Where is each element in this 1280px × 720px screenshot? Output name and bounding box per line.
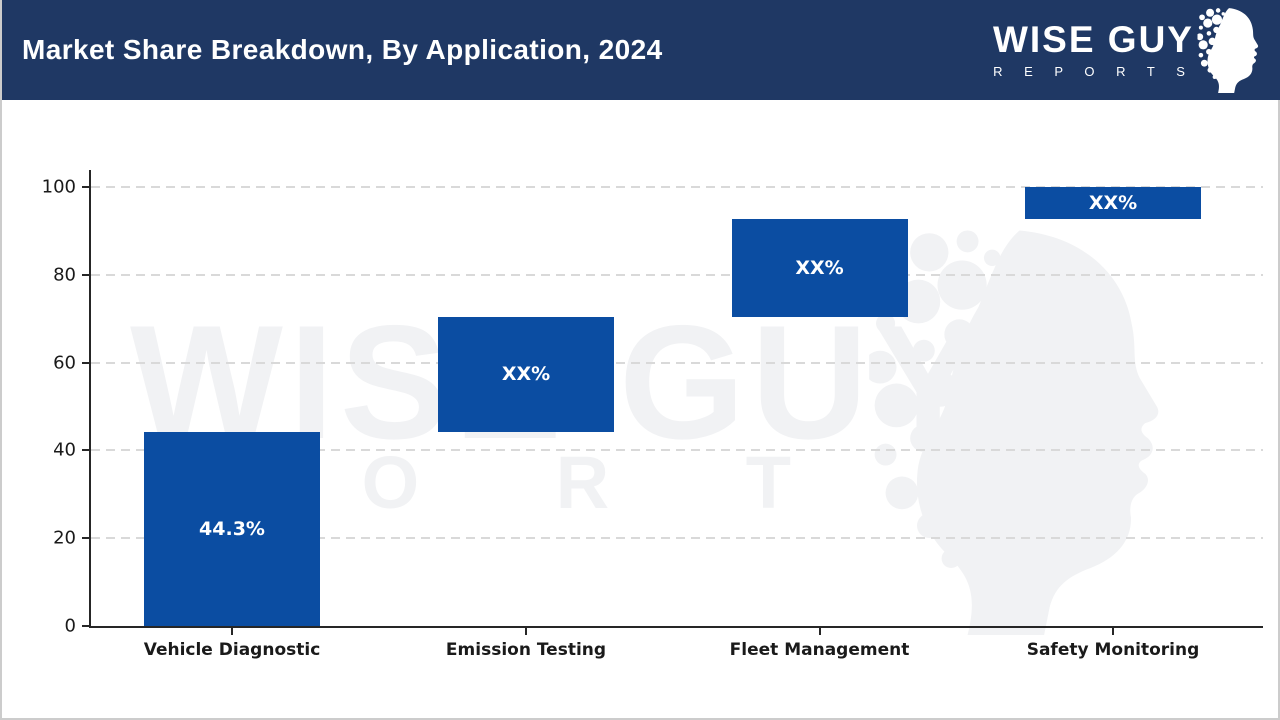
- y-tick-label: 20: [53, 527, 76, 549]
- gridline-y40: [91, 449, 1263, 452]
- category-label: Emission Testing: [445, 640, 607, 660]
- y-tick-mark: [82, 361, 89, 364]
- bar-value-label: XX%: [1088, 192, 1138, 215]
- y-tick-label: 80: [53, 264, 76, 286]
- category-label: Fleet Management: [729, 640, 910, 660]
- x-tick-mark: [525, 628, 527, 635]
- brand-logo: WISE GUY R E P O R T S: [993, 7, 1268, 93]
- bar-segment-1: [144, 431, 320, 626]
- gridline-y100: [91, 186, 1263, 188]
- gridline-y80: [91, 273, 1263, 276]
- y-axis-line: [89, 170, 91, 628]
- head-profile-icon: [1190, 7, 1268, 93]
- logo-wordmark: WISE GUY R E P O R T S: [993, 21, 1194, 79]
- gridline-y60: [91, 361, 1263, 364]
- y-tick-mark: [82, 625, 89, 627]
- logo-wordmark-sub: R E P O R T S: [993, 64, 1194, 79]
- x-tick-mark: [818, 628, 821, 635]
- bar-segment-2: [438, 316, 614, 432]
- y-tick-label: 60: [53, 352, 76, 374]
- bar-value-label: XX%: [795, 256, 844, 279]
- y-tick-mark: [82, 537, 89, 540]
- page-title: Market Share Breakdown, By Application, …: [22, 34, 663, 65]
- gridline-y20: [91, 537, 1263, 540]
- bar-value-label: XX%: [501, 363, 551, 386]
- x-tick-mark: [231, 628, 233, 635]
- bar-segment-3: [731, 219, 908, 317]
- chart-canvas: WISE GUY P O R T S 44.3% XX% XX% XX% 0 20 40 6…: [2, 100, 1280, 720]
- x-axis-line: [89, 626, 1263, 628]
- y-tick-mark: [82, 449, 89, 452]
- watermark-head-icon: [867, 225, 1172, 635]
- header: Market Share Breakdown, By Application, …: [2, 0, 1280, 100]
- bar-value-label: 44.3%: [199, 517, 265, 540]
- y-tick-label: 0: [64, 615, 76, 637]
- logo-wordmark-main: WISE GUY: [992, 19, 1194, 60]
- y-tick-mark: [82, 273, 89, 276]
- category-label: Vehicle Diagnostic: [143, 640, 321, 660]
- y-tick-label: 40: [53, 439, 76, 461]
- y-tick-mark: [82, 186, 89, 188]
- bar-segment-4: [1025, 187, 1201, 220]
- x-tick-mark: [1112, 628, 1114, 635]
- category-label: Safety Monitoring: [1026, 640, 1200, 660]
- y-tick-label: 100: [41, 176, 76, 198]
